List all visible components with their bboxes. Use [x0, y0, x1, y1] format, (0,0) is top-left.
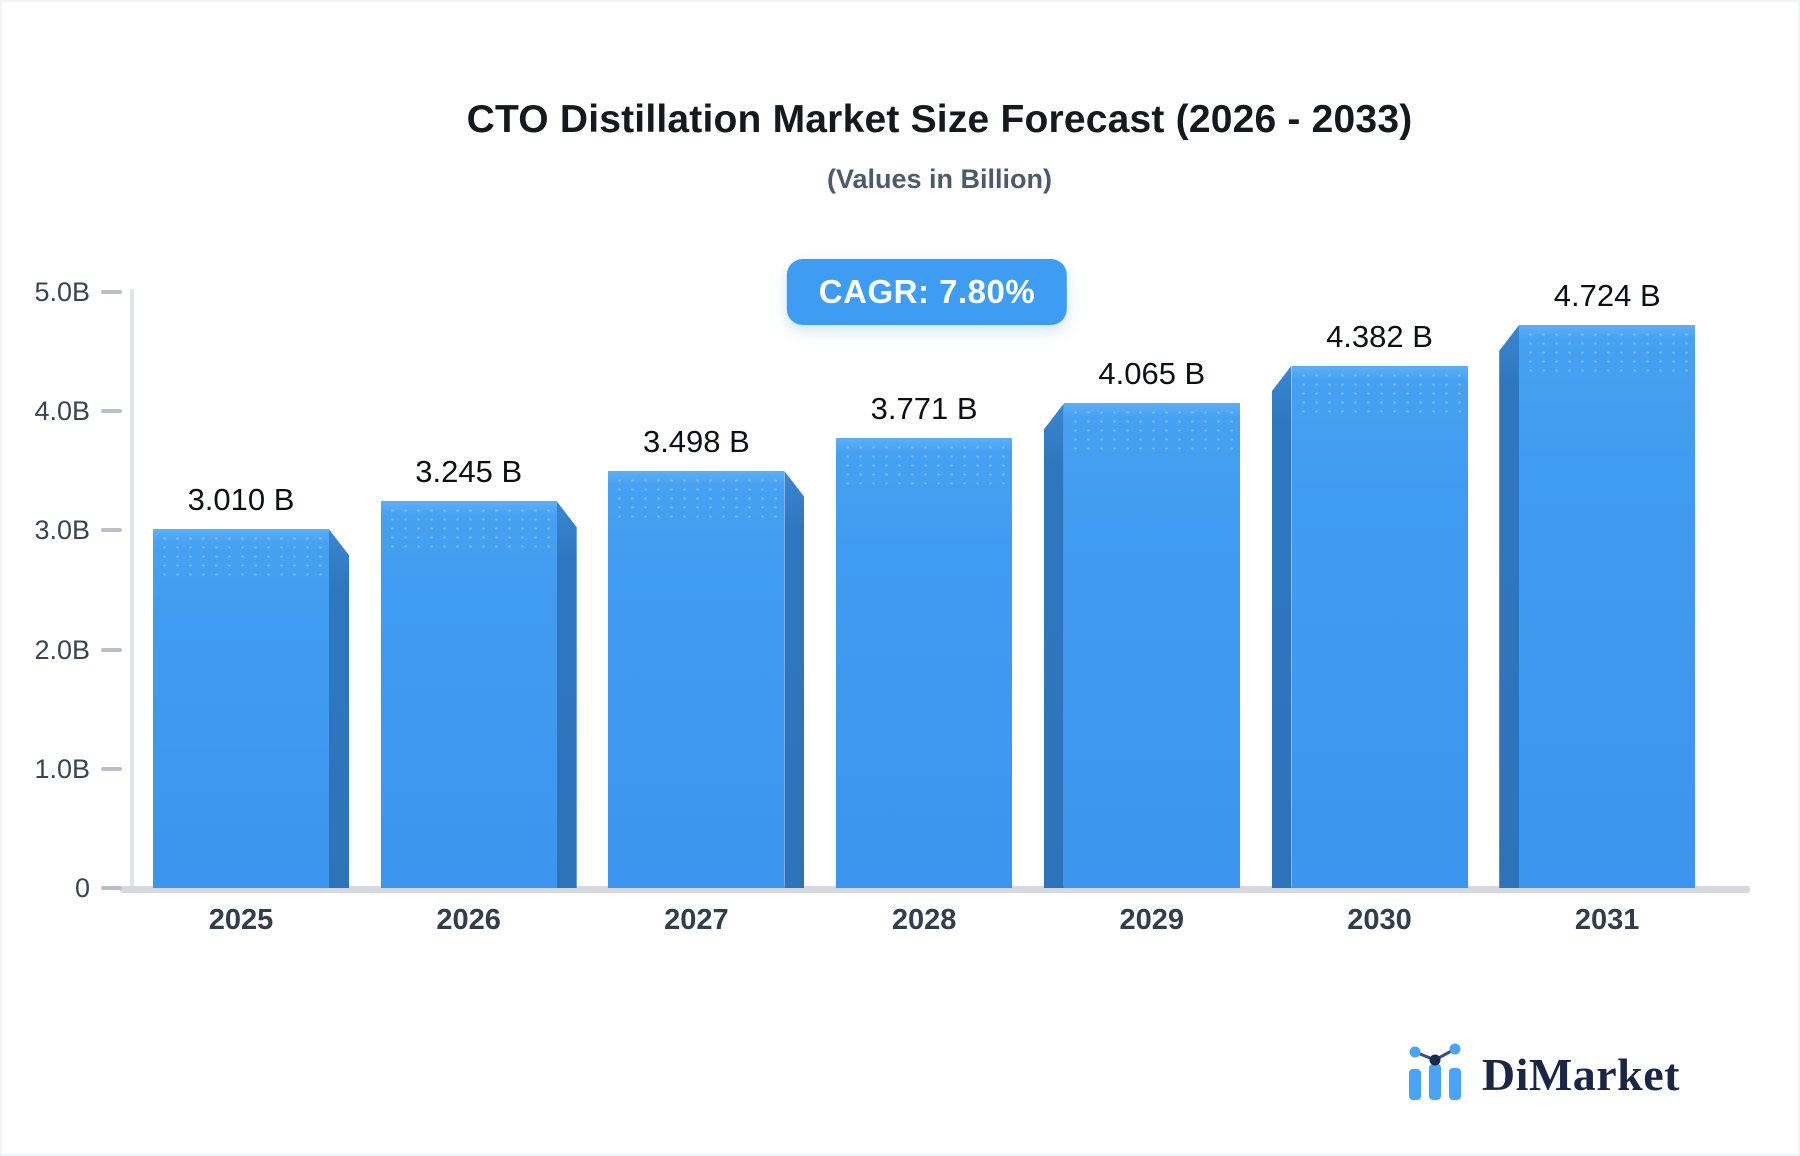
bar-3d-bevel — [784, 471, 805, 888]
bar-value-label: 4.065 B — [1098, 356, 1206, 392]
bar-top-texture — [1068, 408, 1235, 451]
chart-header: CTO Distillation Market Size Forecast (2… — [132, 98, 1747, 195]
bar-top-texture — [158, 534, 324, 577]
x-axis-label: 2031 — [1574, 904, 1640, 936]
bar-3d-bevel — [1043, 403, 1064, 888]
bar-value-label: 3.245 B — [415, 454, 523, 490]
y-tick-mark — [101, 766, 122, 771]
chart-title: CTO Distillation Market Size Forecast (2… — [466, 98, 1413, 141]
x-axis-label: 2027 — [664, 904, 729, 936]
y-tick-label: 0 — [74, 873, 90, 903]
y-tick-label: 2.0B — [34, 634, 90, 665]
bar-top-texture — [841, 443, 1008, 486]
bar-value-label: 3.010 B — [187, 482, 295, 518]
bar-value-label: 4.724 B — [1553, 277, 1661, 313]
y-tick-mark — [101, 528, 122, 533]
logo-text: DiMarket — [1481, 1049, 1680, 1100]
bar-2030[interactable] — [1271, 365, 1468, 888]
bar-value-label: 4.382 B — [1326, 318, 1433, 354]
y-tick-mark — [101, 290, 122, 294]
bar-2031[interactable] — [1499, 324, 1696, 888]
x-axis-label: 2030 — [1347, 904, 1412, 936]
cagr-badge: CAGR: 7.80% — [786, 259, 1068, 325]
bar-top-texture — [613, 476, 780, 519]
bar-2026[interactable] — [380, 501, 577, 888]
bar-3d-bevel — [1499, 324, 1520, 888]
bar-value-label: 3.498 B — [642, 424, 750, 460]
y-axis-line — [130, 289, 134, 888]
bar-2025[interactable] — [153, 529, 349, 888]
y-tick-label: 3.0B — [34, 515, 90, 546]
bar-2028[interactable] — [836, 438, 1013, 888]
bar-top-texture — [385, 506, 552, 549]
bar-3d-bevel — [556, 501, 577, 888]
y-tick-label: 1.0B — [34, 753, 90, 784]
cagr-label: CAGR: 7.80% — [818, 273, 1036, 310]
bar-3d-bevel — [329, 529, 349, 888]
y-tick-label: 4.0B — [34, 396, 90, 427]
bar-3d-bevel — [1271, 365, 1292, 888]
chart-subtitle: (Values in Billion) — [826, 164, 1053, 194]
x-axis-label: 2025 — [208, 904, 274, 936]
y-tick-mark — [101, 409, 122, 414]
dimarket-logo: DiMarket — [1404, 1043, 1680, 1106]
bar-top-texture — [1524, 329, 1691, 372]
x-axis-label: 2028 — [891, 904, 957, 936]
bar-2027[interactable] — [608, 471, 805, 888]
x-axis-line — [120, 886, 1750, 893]
x-axis-label: 2029 — [1119, 904, 1185, 936]
bar-chart-logo-icon — [1404, 1043, 1468, 1106]
bar-2029[interactable] — [1043, 403, 1240, 888]
x-axis-label: 2026 — [436, 904, 501, 936]
y-tick-label: 5.0B — [34, 277, 90, 307]
y-tick-mark — [101, 886, 122, 890]
y-tick-mark — [101, 647, 122, 652]
bar-value-label: 3.771 B — [870, 391, 978, 427]
bar-top-texture — [1296, 370, 1463, 413]
